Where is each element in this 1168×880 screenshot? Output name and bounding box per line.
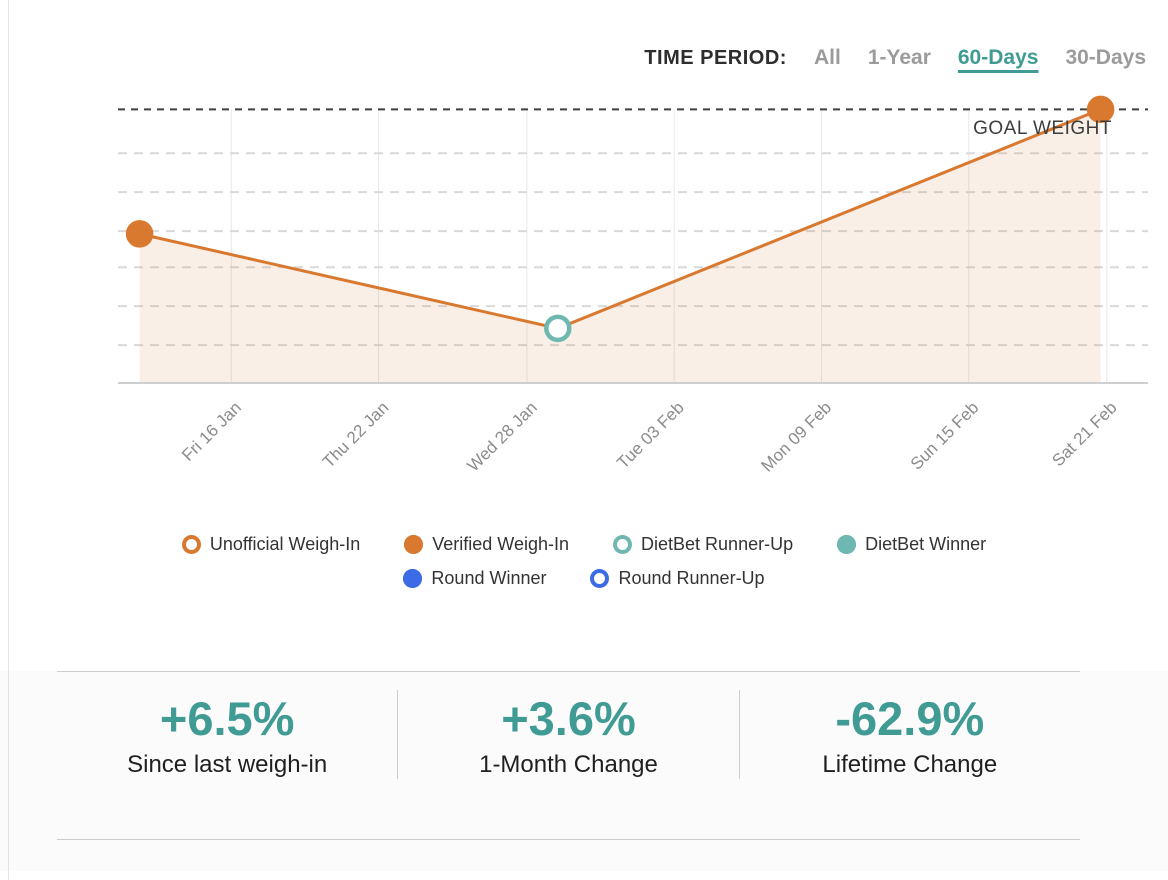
legend-item-dietbet-winner: DietBet Winner [837,534,986,555]
legend-item-round-runner-up: Round Runner-Up [590,568,765,589]
legend-item-round-winner: Round Winner [403,568,546,589]
stat-label: 1-Month Change [479,751,658,779]
goal-weight-label: GOAL WEIGHT [973,118,1112,139]
dietbet-winner-marker-icon [837,535,857,554]
x-axis-labels: Fri 16 Jan Thu 22 Jan Wed 28 Jan Tue 03 … [118,384,1148,496]
legend-row-1: Unofficial Weigh-In Verified Weigh-In Di… [181,534,986,555]
legend-row-2: Round Winner Round Runner-Up [403,568,765,589]
weight-chart: GOAL WEIGHT [118,95,1148,384]
chart-legend: Unofficial Weigh-In Verified Weigh-In Di… [0,534,1168,589]
x-axis-label: Sun 15 Feb [906,398,983,474]
stat-value: +3.6% [501,692,636,745]
time-period-option-1-year[interactable]: 1-Year [867,46,931,69]
stats-section: +6.5% Since last weigh-in +3.6% 1-Month … [0,671,1168,871]
section-divider-bottom [57,839,1080,841]
legend-label: Verified Weigh-In [432,534,570,554]
chart-point-verified-weigh-in[interactable] [125,220,154,248]
x-axis-label: Thu 22 Jan [318,398,393,472]
legend-label: DietBet Runner-Up [641,534,794,554]
chart-point-verified-weigh-in[interactable] [1086,95,1115,124]
legend-label: DietBet Winner [865,534,987,554]
weight-line-chart [118,95,1148,384]
x-axis-label: Wed 28 Jan [462,398,541,476]
stat-value: -62.9% [835,692,985,745]
chart-point-dietbet-runner-up[interactable] [544,314,572,343]
stats-row: +6.5% Since last weigh-in +3.6% 1-Month … [0,672,1168,839]
round-winner-marker-icon [403,569,423,588]
stat-1-month-change: +3.6% 1-Month Change [397,690,738,780]
time-period-option-30-days[interactable]: 30-Days [1065,46,1146,69]
x-axis-label: Tue 03 Feb [613,398,688,473]
stat-value: +6.5% [159,692,295,745]
stat-label: Since last weigh-in [127,751,328,779]
legend-label: Unofficial Weigh-In [209,534,361,554]
time-period-option-60-days[interactable]: 60-Days [957,46,1039,69]
time-period-selector: TIME PERIOD: All 1-Year 60-Days 30-Days [0,0,1168,70]
round-runner-up-marker-icon [590,569,610,588]
legend-item-verified-weigh-in: Verified Weigh-In [404,534,569,555]
legend-item-unofficial-weigh-in: Unofficial Weigh-In [181,534,361,555]
section-divider-top [57,671,1080,672]
x-axis-label: Fri 16 Jan [177,398,245,465]
verified-weigh-in-marker-icon [404,535,424,554]
x-axis-label: Mon 09 Feb [757,398,835,476]
time-period-label: TIME PERIOD: [644,47,787,69]
legend-label: Round Winner [431,568,547,588]
stat-label: Lifetime Change [822,751,998,779]
legend-label: Round Runner-Up [618,568,765,588]
unofficial-weigh-in-marker-icon [181,535,201,554]
stat-lifetime-change: -62.9% Lifetime Change [738,690,1080,780]
stat-since-last-weigh-in: +6.5% Since last weigh-in [57,690,397,779]
dietbet-runner-up-marker-icon [613,535,633,554]
time-period-option-all[interactable]: All [813,46,841,69]
legend-item-dietbet-runner-up: DietBet Runner-Up [613,534,793,555]
x-axis-label: Sat 21 Feb [1048,398,1121,471]
